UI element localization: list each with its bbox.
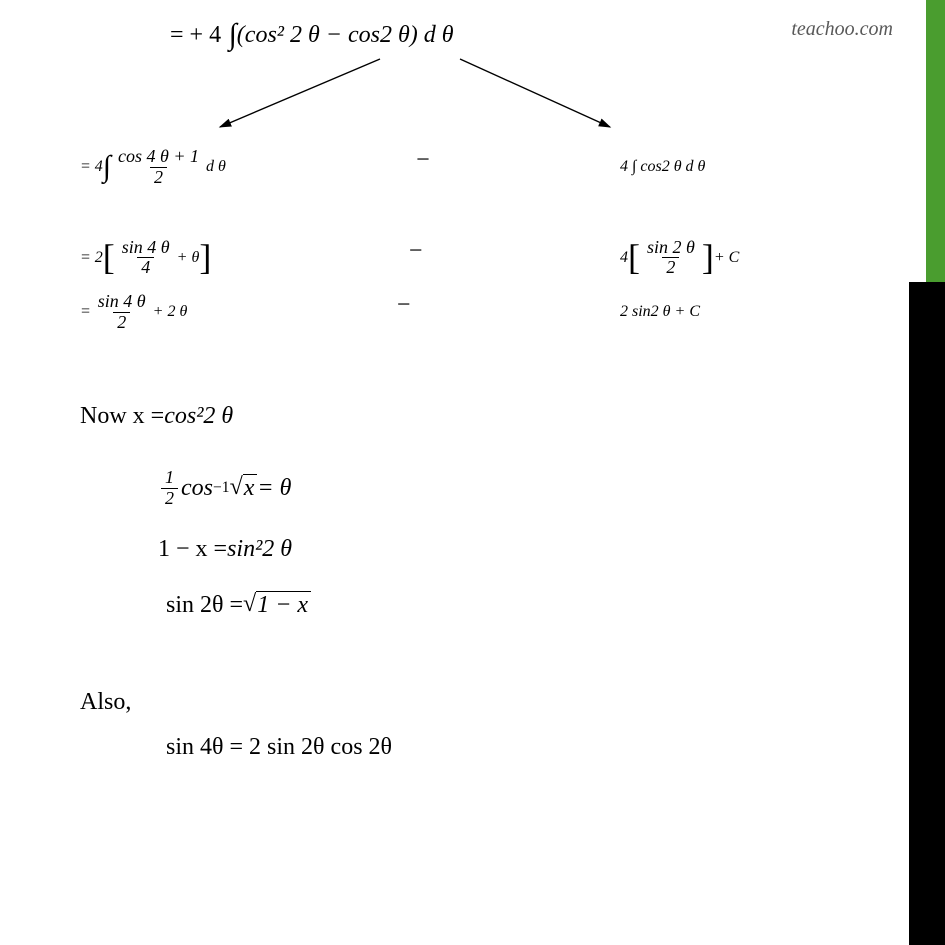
split-row-1: = 4 ∫ cos 4 θ + 1 2 d θ − 4 ∫ cos2 θ d θ xyxy=(80,147,860,188)
black-sidebar xyxy=(909,282,945,945)
frac-den: 2 xyxy=(161,488,178,509)
fraction: 1 2 xyxy=(161,468,178,509)
eq-top-prefix: = + 4 xyxy=(170,22,221,49)
also-label: Also, xyxy=(80,689,860,716)
fraction: sin 2 θ 2 xyxy=(643,238,699,279)
text: = 2 xyxy=(80,249,103,267)
sqrt: √ 1 − x xyxy=(243,591,311,619)
text: sin²2 θ xyxy=(227,536,292,563)
text: = θ xyxy=(257,475,291,502)
sub-2: 1 − x = sin²2 θ xyxy=(158,536,860,563)
sub-1: 1 2 cos−1 √ x = θ xyxy=(158,468,860,509)
minus-sign: − xyxy=(396,238,436,279)
text: sin 2θ = xyxy=(166,592,243,619)
bracket-icon: ] xyxy=(199,243,211,272)
frac-den: 4 xyxy=(137,257,154,278)
sqrt-icon: √ xyxy=(230,474,243,501)
text: + θ xyxy=(177,249,200,267)
split-row-3: = sin 4 θ 2 + 2 θ − 2 sin2 θ + C xyxy=(80,292,860,333)
text: cos xyxy=(181,475,213,502)
nowx-label: Now x = xyxy=(80,403,164,430)
text: 4 xyxy=(620,249,628,267)
integral-icon: ∫ xyxy=(221,18,237,52)
nowx-line: Now x = cos²2 θ xyxy=(80,403,860,430)
text: = 4 xyxy=(80,158,103,176)
eq-top-integrand: (cos² 2 θ − cos2 θ) d θ xyxy=(237,22,454,49)
sqrt-body: 1 − x xyxy=(256,591,311,619)
arrow-left xyxy=(220,59,380,127)
frac-num: cos 4 θ + 1 xyxy=(114,147,203,167)
also-expr: sin 4θ = 2 sin 2θ cos 2θ xyxy=(166,734,860,761)
bracket-icon: ] xyxy=(702,243,714,272)
minus-sign: − xyxy=(384,292,424,333)
frac-num: sin 4 θ xyxy=(94,292,150,312)
text: + 2 θ xyxy=(153,303,188,321)
text: sin 4θ = 2 sin 2θ cos 2θ xyxy=(166,734,392,761)
split-right-3: 2 sin2 θ + C xyxy=(620,292,860,333)
split-right-2: 4 [ sin 2 θ 2 ] + C xyxy=(620,238,860,279)
fraction: sin 4 θ 2 xyxy=(94,292,150,333)
frac-den: 2 xyxy=(113,312,130,333)
sqrt: √ x xyxy=(230,474,258,502)
frac-den: 2 xyxy=(662,257,679,278)
math-content: = + 4 ∫ (cos² 2 θ − cos2 θ) d θ = 4 ∫ co… xyxy=(0,0,900,761)
text: = xyxy=(80,303,91,321)
frac-den: 2 xyxy=(150,167,167,188)
split-row-2: = 2 [ sin 4 θ 4 + θ ] − 4 [ sin 2 θ 2 ] … xyxy=(80,238,860,279)
sup: −1 xyxy=(213,479,230,497)
split-left-3: = sin 4 θ 2 + 2 θ xyxy=(80,292,187,333)
nowx-expr: cos²2 θ xyxy=(164,403,233,430)
bracket-icon: [ xyxy=(103,243,115,272)
text: + C xyxy=(714,249,739,267)
text: 1 − x = xyxy=(158,536,227,563)
sqrt-body: x xyxy=(243,474,258,502)
frac-num: sin 4 θ xyxy=(118,238,174,258)
split-left-2: = 2 [ sin 4 θ 4 + θ ] xyxy=(80,238,211,279)
bracket-icon: [ xyxy=(628,243,640,272)
text: d θ xyxy=(206,158,226,176)
integral-icon: ∫ xyxy=(103,150,111,184)
frac-num: 1 xyxy=(161,468,178,488)
split-right-1: 4 ∫ cos2 θ d θ xyxy=(620,147,860,188)
arrow-right xyxy=(460,59,610,127)
split-left-1: = 4 ∫ cos 4 θ + 1 2 d θ xyxy=(80,147,226,188)
sub-3: sin 2θ = √ 1 − x xyxy=(166,591,860,619)
sqrt-icon: √ xyxy=(243,591,256,618)
split-arrows xyxy=(200,55,680,135)
fraction: cos 4 θ + 1 2 xyxy=(114,147,203,188)
fraction: sin 4 θ 4 xyxy=(118,238,174,279)
text: 4 ∫ cos2 θ d θ xyxy=(620,158,705,176)
text: 2 sin2 θ + C xyxy=(620,303,700,321)
frac-num: sin 2 θ xyxy=(643,238,699,258)
minus-sign: − xyxy=(403,147,443,188)
eq-top: = + 4 ∫ (cos² 2 θ − cos2 θ) d θ xyxy=(170,18,860,52)
green-sidebar xyxy=(926,0,945,282)
